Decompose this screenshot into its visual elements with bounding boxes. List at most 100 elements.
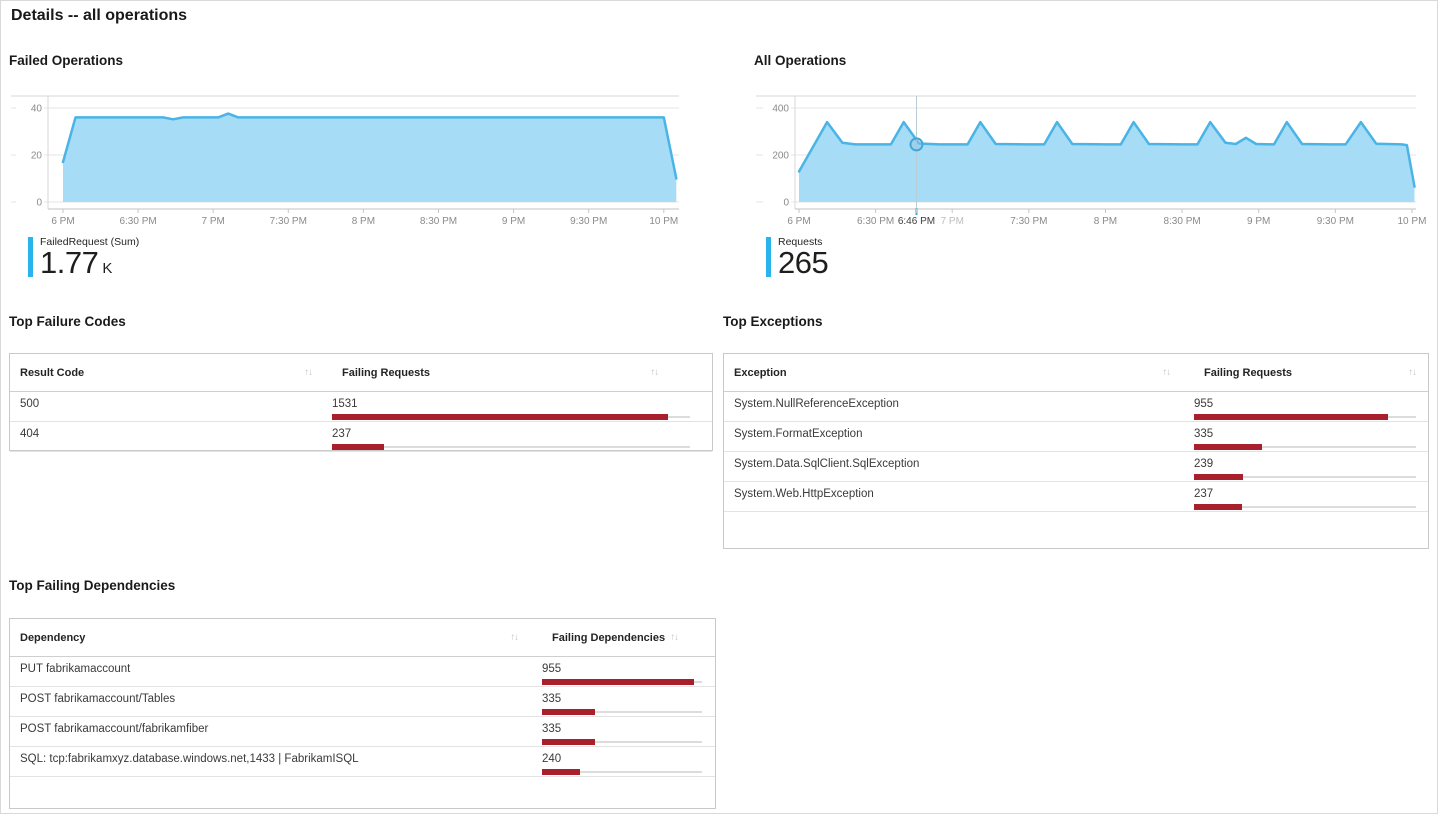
sort-icon[interactable]: ↑↓	[650, 367, 659, 378]
row-value-cell: 239	[1194, 452, 1426, 481]
sort-icon[interactable]: ↑↓	[304, 367, 313, 378]
x-axis-label: 6 PM	[787, 216, 810, 227]
x-axis-label: 6:30 PM	[119, 216, 156, 227]
row-label-cell: POST fabrikamaccount/Tables	[20, 693, 176, 705]
top-exceptions-title: Top Exceptions	[723, 314, 823, 329]
table-row[interactable]: 404 237	[10, 422, 712, 452]
y-axis-label: 40	[31, 104, 43, 115]
row-value: 240	[542, 753, 562, 765]
area-fill	[799, 122, 1415, 202]
column-header-failing-requests[interactable]: Failing Requests ↑↓	[332, 354, 710, 391]
failed-operations-area-chart[interactable]: 6 PM 6:30 PM 7 PM 7:30 PM 8 PM 8:30 PM 9 PM 9:3…	[9, 91, 693, 236]
data-bar	[542, 769, 580, 775]
row-label-cell: POST fabrikamaccount/fabrikamfiber	[20, 723, 209, 735]
table-row[interactable]: System.Web.HttpException 237	[724, 482, 1428, 512]
data-bar	[332, 444, 384, 450]
data-bar-track	[1194, 446, 1416, 448]
table-row[interactable]: PUT fabrikamaccount 955	[10, 657, 715, 687]
table-row[interactable]: System.Data.SqlClient.SqlException 239	[724, 452, 1428, 482]
all-operations-area-chart[interactable]: 6 PM 6:30 PM 6:46 PM 7 PM 7:30 PM 8 PM 8:30 PM…	[754, 91, 1429, 236]
column-header-result-code[interactable]: Result Code ↑↓	[10, 354, 332, 391]
table-row[interactable]: System.NullReferenceException 955	[724, 392, 1428, 422]
row-value: 239	[1194, 458, 1214, 470]
y-label-backing	[763, 99, 791, 114]
x-axis-label: 9 PM	[502, 216, 525, 227]
x-axis-label: 10 PM	[1398, 216, 1427, 227]
y-axis-label: 0	[36, 198, 42, 209]
x-axis-label: 6:30 PM	[857, 216, 894, 227]
row-value: 237	[332, 428, 352, 440]
table-row[interactable]: POST fabrikamaccount/Tables 335	[10, 687, 715, 717]
data-bar-track	[332, 446, 690, 448]
top-failing-dependencies-table: Dependency ↑↓ Failing Dependencies ↑↓ PUT fa…	[9, 618, 716, 809]
x-axis-label: 7 PM	[202, 216, 225, 227]
row-label-cell: System.FormatException	[734, 428, 863, 440]
kpi-accent-bar	[28, 237, 33, 277]
row-value: 335	[1194, 428, 1214, 440]
row-value-cell: 237	[1194, 482, 1426, 511]
row-value: 1531	[332, 398, 358, 410]
y-axis-label: 200	[772, 151, 789, 162]
top-failure-codes-table: Result Code ↑↓ Failing Requests ↑↓ 500 1531 40…	[9, 353, 713, 452]
table-row[interactable]: 500 1531	[10, 392, 712, 422]
x-axis-label: 8:30 PM	[1163, 216, 1200, 227]
row-value-cell: 335	[1194, 422, 1426, 451]
kpi-label: FailedRequest (Sum)	[40, 236, 140, 248]
sort-icon[interactable]: ↑↓	[670, 632, 679, 643]
y-label-backing	[16, 193, 44, 208]
row-label-cell: SQL: tcp:fabrikamxyz.database.windows.ne…	[20, 753, 359, 765]
failed-request-kpi: FailedRequest (Sum) 1.77 K	[28, 237, 139, 278]
row-value: 955	[1194, 398, 1214, 410]
row-value-cell: 237	[332, 422, 710, 451]
x-axis-label: 6:46 PM	[898, 216, 935, 227]
y-label-backing	[16, 146, 44, 161]
sort-icon[interactable]: ↑↓	[1408, 367, 1417, 378]
failed-operations-title: Failed Operations	[9, 53, 124, 68]
table-header: Result Code ↑↓ Failing Requests ↑↓	[10, 354, 712, 392]
table-header: Exception ↑↓ Failing Requests ↑↓	[724, 354, 1428, 392]
column-header-label: Failing Requests	[1204, 366, 1293, 379]
column-header-dependency[interactable]: Dependency ↑↓	[10, 619, 542, 656]
row-label-cell: System.Data.SqlClient.SqlException	[734, 458, 920, 470]
x-axis-label: 9:30 PM	[1317, 216, 1354, 227]
area-fill	[63, 113, 677, 202]
x-axis-label: 8 PM	[1094, 216, 1117, 227]
requests-kpi: Requests 265	[766, 237, 832, 278]
column-header-label: Dependency	[20, 631, 86, 644]
row-value: 335	[542, 723, 562, 735]
kpi-value: 265	[778, 245, 829, 280]
row-value-cell: 1531	[332, 392, 710, 421]
row-value-cell: 335	[542, 717, 713, 746]
top-exceptions-table: Exception ↑↓ Failing Requests ↑↓ System.Null…	[723, 353, 1429, 549]
row-value-cell: 955	[1194, 392, 1426, 421]
row-label-cell: System.NullReferenceException	[734, 398, 899, 410]
x-axis-label: 7 PM	[941, 216, 964, 227]
table-row[interactable]: System.FormatException 335	[724, 422, 1428, 452]
column-header-exception[interactable]: Exception ↑↓	[724, 354, 1194, 391]
column-header-failing-dependencies[interactable]: Failing Dependencies ↑↓	[542, 619, 713, 656]
data-bar	[1194, 444, 1262, 450]
y-axis-label: 400	[772, 104, 789, 115]
row-label-cell: 404	[20, 428, 40, 440]
row-value-cell: 240	[542, 747, 713, 776]
data-bar-track	[542, 741, 702, 743]
row-value-cell: 335	[542, 687, 713, 716]
table-row[interactable]: SQL: tcp:fabrikamxyz.database.windows.ne…	[10, 747, 715, 777]
kpi-label: Requests	[778, 236, 823, 248]
data-bar	[332, 414, 668, 420]
sort-icon[interactable]: ↑↓	[1162, 367, 1171, 378]
all-operations-title: All Operations	[754, 53, 847, 68]
kpi-accent-bar	[766, 237, 771, 277]
column-header-failing-requests[interactable]: Failing Requests ↑↓	[1194, 354, 1426, 391]
sort-icon[interactable]: ↑↓	[510, 632, 519, 643]
x-axis-label: 9:30 PM	[570, 216, 607, 227]
data-bar	[1194, 414, 1388, 420]
row-label-cell: 500	[20, 398, 40, 410]
data-bar-track	[542, 711, 702, 713]
kpi-value: 1.77	[40, 245, 99, 280]
table-row[interactable]: POST fabrikamaccount/fabrikamfiber 335	[10, 717, 715, 747]
hover-marker	[909, 137, 924, 152]
top-failure-codes-title: Top Failure Codes	[9, 314, 126, 329]
y-label-backing	[16, 99, 44, 114]
